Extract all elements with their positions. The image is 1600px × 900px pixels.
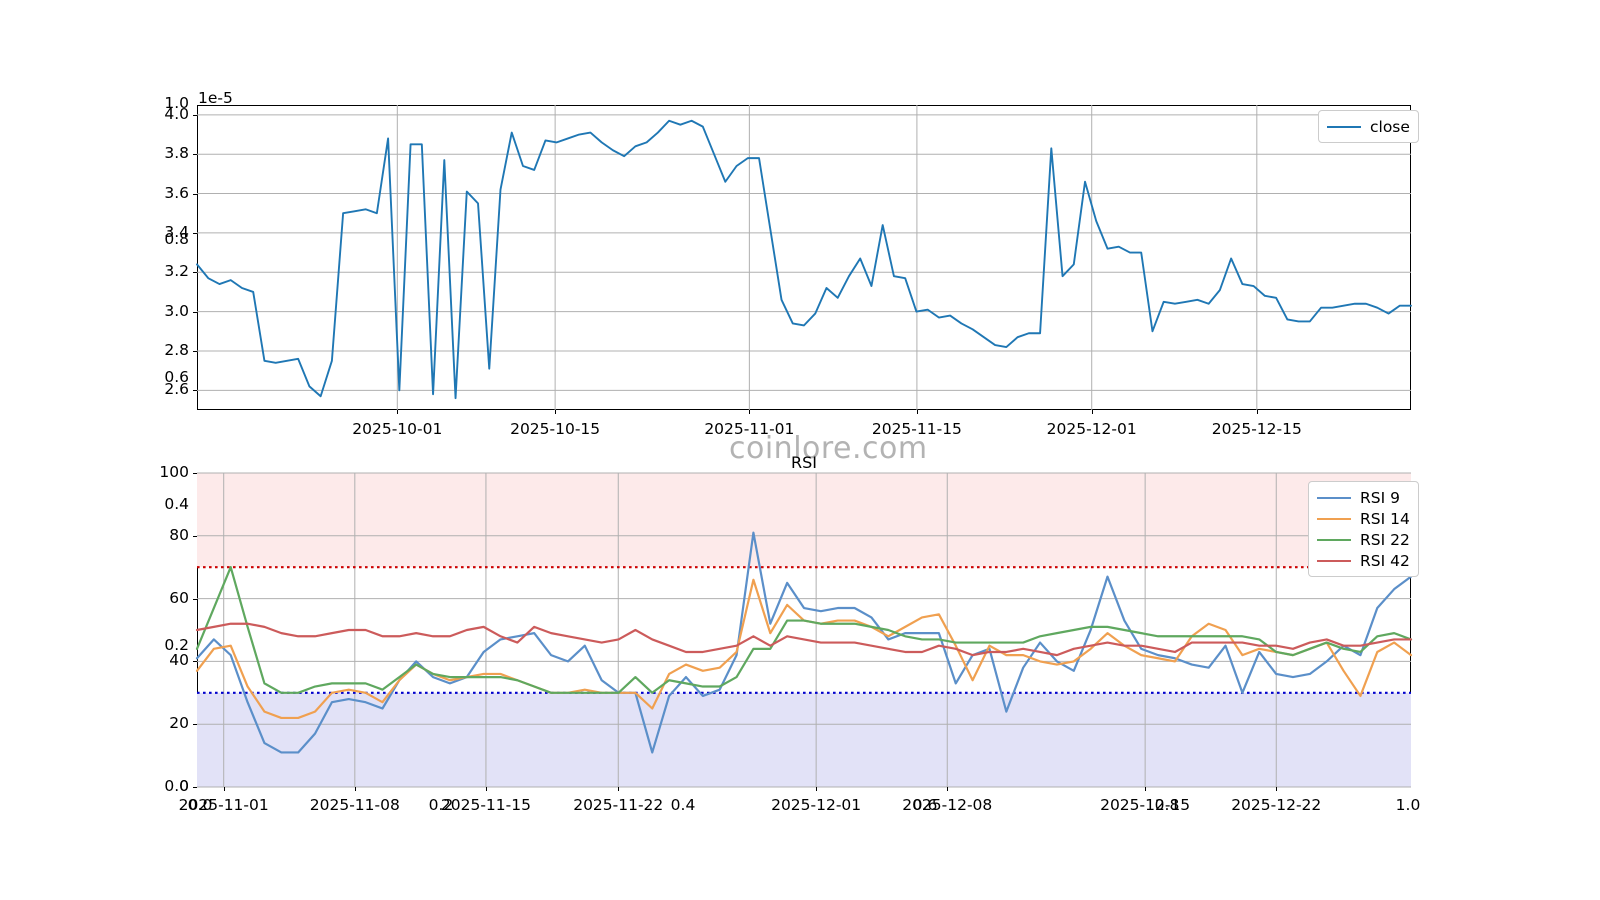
price-y-tick-label: 2.8 bbox=[164, 340, 189, 359]
rsi-x-tick-label: 2025-11-01 bbox=[178, 796, 269, 814]
rsi-y-tick-label: 40 bbox=[169, 651, 189, 670]
rsi-y-tick-label-overlay: 0.2 bbox=[164, 636, 189, 654]
rsi-x-tickmark bbox=[947, 787, 949, 791]
rsi-chart-title: RSI bbox=[791, 453, 817, 472]
legend-color-swatch-icon bbox=[1317, 517, 1351, 520]
rsi-x-tick-label-overlay: 0.4 bbox=[670, 796, 696, 814]
price-y-tickmark bbox=[193, 114, 197, 116]
price-y-tick-label-overlay: 1.0 bbox=[164, 94, 189, 112]
rsi-x-tick-label-overlay: 0.0 bbox=[187, 796, 213, 814]
rsi-x-tick-label-overlay: 0.2 bbox=[428, 796, 454, 814]
price-y-tick-label: 3.4 bbox=[164, 222, 189, 241]
rsi-x-tick-label: 2025-11-22 bbox=[573, 796, 664, 814]
price-x-tick-label: 2025-10-15 bbox=[510, 420, 601, 438]
price-y-tick-label-overlay: 0.8 bbox=[164, 230, 189, 248]
price-x-tick-label: 2025-12-15 bbox=[1211, 420, 1302, 438]
watermark-coinlore: coinlore.com bbox=[729, 431, 928, 466]
price-x-tick-label: 2025-12-01 bbox=[1046, 420, 1137, 438]
rsi-x-tick-label: 2025-12-22 bbox=[1231, 796, 1322, 814]
rsi-legend-item[interactable]: RSI 14 bbox=[1317, 508, 1410, 529]
rsi-series-line-rsi-22 bbox=[195, 566, 1413, 694]
price-y-tick-label: 4.0 bbox=[164, 104, 189, 123]
rsi-x-tick-label: 2025-12-08 bbox=[902, 796, 993, 814]
legend-color-swatch-icon bbox=[1317, 538, 1351, 541]
price-x-tick-label: 2025-10-01 bbox=[352, 420, 443, 438]
price-y-tick-label: 3.0 bbox=[164, 301, 189, 320]
rsi-y-tick-label: 100 bbox=[159, 463, 189, 481]
price-y-tick-label-overlay: 0.6 bbox=[164, 368, 189, 386]
rsi-x-tickmark bbox=[223, 787, 225, 791]
rsi-legend-label: RSI 22 bbox=[1360, 530, 1410, 549]
price-x-tick-label: 2025-11-15 bbox=[871, 420, 962, 438]
rsi-legend-item[interactable]: RSI 9 bbox=[1317, 487, 1410, 508]
rsi-y-tickmark bbox=[193, 661, 197, 663]
price-x-tickmark bbox=[916, 410, 918, 414]
rsi-x-tickmark bbox=[618, 787, 620, 791]
rsi-x-tickmark bbox=[1145, 787, 1147, 791]
price-x-tickmark bbox=[555, 410, 557, 414]
price-y-tickmark bbox=[193, 390, 197, 392]
price-plot-area bbox=[196, 105, 1412, 410]
rsi-legend-label: RSI 9 bbox=[1360, 488, 1400, 507]
price-y-tickmark bbox=[193, 232, 197, 234]
rsi-x-tick-label: 2025-11-08 bbox=[309, 796, 400, 814]
price-y-tickmark bbox=[193, 311, 197, 313]
price-plot-frame bbox=[197, 105, 1411, 410]
rsi-legend-item[interactable]: RSI 22 bbox=[1317, 529, 1410, 550]
price-y-tickmark bbox=[193, 272, 197, 274]
rsi-x-tickmark bbox=[485, 787, 487, 791]
rsi-x-tickmark bbox=[354, 787, 356, 791]
rsi-legend-label: RSI 42 bbox=[1360, 551, 1410, 570]
rsi-series-line-rsi-42 bbox=[195, 622, 1413, 657]
price-y-tick-label: 3.6 bbox=[164, 183, 189, 202]
rsi-band-oversold bbox=[197, 692, 1411, 787]
rsi-x-tick-label-overlay: 0.6 bbox=[912, 796, 938, 814]
rsi-legend-label: RSI 14 bbox=[1360, 509, 1410, 528]
rsi-legend[interactable]: RSI 9 RSI 14 RSI 22 RSI 42 bbox=[1308, 481, 1419, 577]
rsi-y-tickmark bbox=[193, 473, 197, 474]
rsi-band-overbought bbox=[197, 473, 1411, 568]
price-x-tickmark bbox=[1091, 410, 1093, 414]
price-x-tickmark bbox=[749, 410, 751, 414]
rsi-y-tickmark bbox=[193, 787, 197, 788]
rsi-x-tickmark bbox=[816, 787, 818, 791]
rsi-y-tick-label: 20 bbox=[169, 714, 189, 733]
rsi-y-tick-label: 0 bbox=[179, 777, 189, 795]
rsi-y-tick-label: 60 bbox=[169, 588, 189, 607]
legend-color-swatch-icon bbox=[1327, 125, 1361, 128]
rsi-legend-item[interactable]: RSI 42 bbox=[1317, 550, 1410, 571]
price-legend-label: close bbox=[1370, 117, 1410, 136]
legend-color-swatch-icon bbox=[1317, 496, 1351, 499]
price-y-tickmark bbox=[193, 154, 197, 156]
rsi-x-tick-label-overlay: 1.0 bbox=[1395, 796, 1421, 814]
rsi-y-tickmark bbox=[193, 724, 197, 726]
price-y-tick-label: 3.8 bbox=[164, 144, 189, 163]
price-legend-item[interactable]: close bbox=[1327, 116, 1410, 137]
rsi-x-tickmark bbox=[1276, 787, 1278, 791]
price-chart-panel bbox=[196, 105, 1412, 410]
price-x-tickmark bbox=[1256, 410, 1258, 414]
rsi-y-tickmark bbox=[193, 598, 197, 600]
price-y-tickmark bbox=[193, 193, 197, 195]
price-x-tickmark bbox=[397, 410, 399, 414]
legend-color-swatch-icon bbox=[1317, 559, 1351, 562]
rsi-y-tickmark bbox=[193, 535, 197, 537]
rsi-y-tick-label: 80 bbox=[169, 525, 189, 544]
rsi-chart-panel bbox=[195, 472, 1413, 788]
price-y-tickmark bbox=[193, 350, 197, 352]
price-y-tick-label: 3.2 bbox=[164, 262, 189, 281]
close-price-line bbox=[196, 119, 1412, 400]
rsi-plot-area bbox=[195, 472, 1413, 788]
rsi-x-tick-label: 2025-12-15 bbox=[1100, 796, 1191, 814]
rsi-x-tick-label-overlay: 0.8 bbox=[1154, 796, 1180, 814]
rsi-x-tick-label: 2025-12-01 bbox=[771, 796, 862, 814]
price-x-tick-label: 2025-11-01 bbox=[704, 420, 795, 438]
price-legend[interactable]: close bbox=[1318, 110, 1419, 143]
rsi-y-tick-label-overlay: 0.4 bbox=[164, 495, 189, 513]
rsi-x-tick-label: 2025-11-15 bbox=[440, 796, 531, 814]
price-y-offset-text: 1e-5 bbox=[198, 89, 233, 107]
price-y-tick-label: 2.6 bbox=[164, 380, 189, 399]
rsi-y-tick-label-overlay: 0.0 bbox=[164, 777, 189, 795]
